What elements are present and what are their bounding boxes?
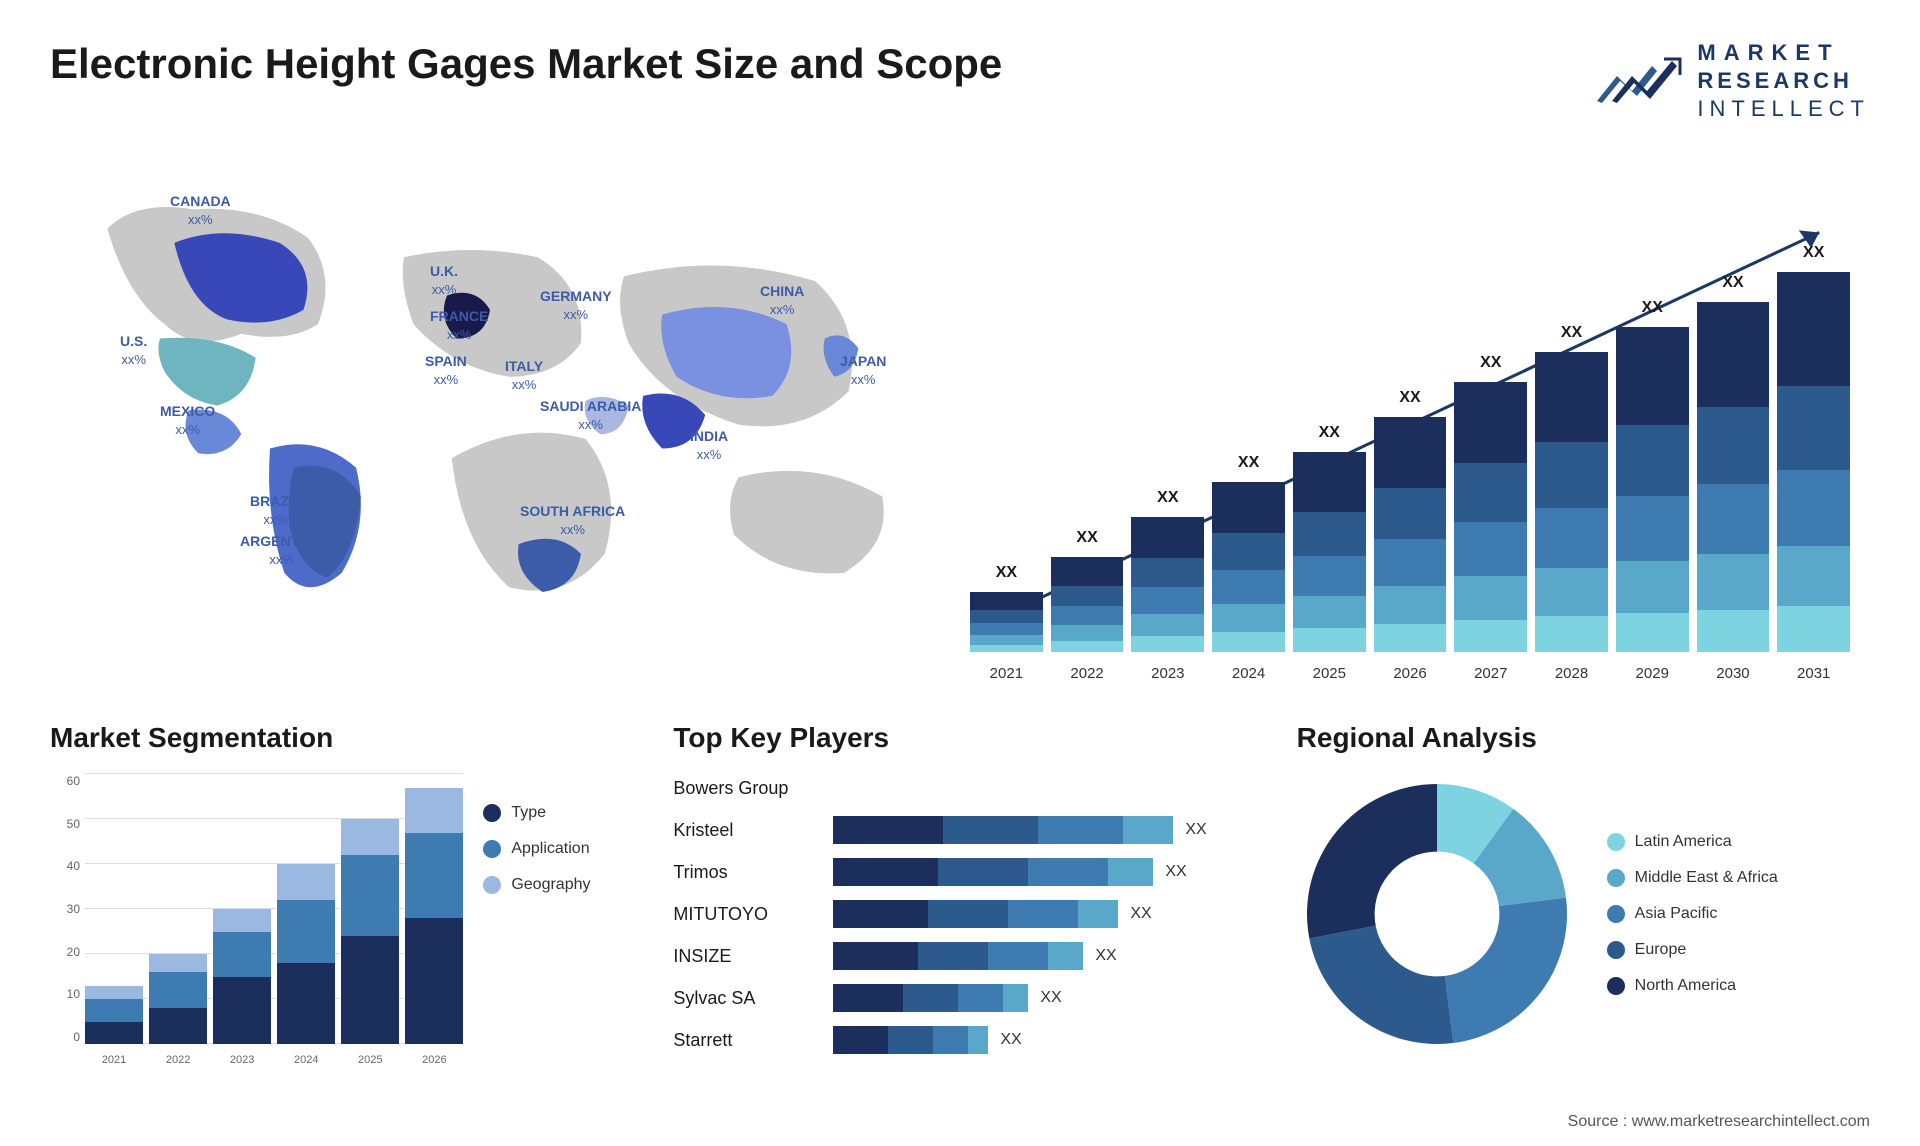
seg-legend-application: Application bbox=[483, 840, 623, 858]
seg-bar-2025: 2025 bbox=[341, 819, 399, 1044]
brand-logo: MARKET RESEARCH INTELLECT bbox=[1592, 40, 1870, 122]
map-label-argentina: ARGENTINAxx% bbox=[240, 532, 323, 569]
seg-legend-type: Type bbox=[483, 804, 623, 822]
regional-legend-item: Middle East & Africa bbox=[1607, 869, 1778, 887]
growth-bar-2030: XX2030 bbox=[1697, 302, 1770, 652]
player-name: Bowers Group bbox=[673, 774, 823, 802]
logo-text-3: INTELLECT bbox=[1697, 96, 1870, 122]
donut-slice bbox=[1309, 926, 1453, 1044]
player-bar-row: XX bbox=[833, 984, 1246, 1012]
segmentation-legend: Type Application Geography bbox=[483, 774, 623, 1074]
growth-bar-2025: XX2025 bbox=[1293, 452, 1366, 652]
player-bar-row: XX bbox=[833, 900, 1246, 928]
growth-bar-2024: XX2024 bbox=[1212, 482, 1285, 652]
map-label-spain: SPAINxx% bbox=[425, 352, 467, 389]
segmentation-title: Market Segmentation bbox=[50, 722, 623, 754]
player-name: MITUTOYO bbox=[673, 900, 823, 928]
regional-legend-item: Asia Pacific bbox=[1607, 905, 1778, 923]
segmentation-section: Market Segmentation 6050403020100 202120… bbox=[50, 722, 623, 1102]
player-name: Kristeel bbox=[673, 816, 823, 844]
regional-donut bbox=[1297, 774, 1577, 1054]
seg-bar-2026: 2026 bbox=[405, 788, 463, 1045]
growth-bar-2026: XX2026 bbox=[1374, 417, 1447, 652]
regional-legend: Latin America Middle East & Africa Asia Pa… bbox=[1607, 833, 1778, 995]
player-bar-row: XX bbox=[833, 816, 1246, 844]
map-label-southafrica: SOUTH AFRICAxx% bbox=[520, 502, 625, 539]
growth-bar-2027: XX2027 bbox=[1454, 382, 1527, 652]
player-bar-row: XX bbox=[833, 942, 1246, 970]
player-bar-row: XX bbox=[833, 1026, 1246, 1054]
seg-bar-2022: 2022 bbox=[149, 954, 207, 1044]
map-label-germany: GERMANYxx% bbox=[540, 287, 612, 324]
player-name: Trimos bbox=[673, 858, 823, 886]
growth-bar-2029: XX2029 bbox=[1616, 327, 1689, 652]
map-label-saudiarabia: SAUDI ARABIAxx% bbox=[540, 397, 641, 434]
player-name: Sylvac SA bbox=[673, 984, 823, 1012]
growth-bar-2021: XX2021 bbox=[970, 592, 1043, 652]
seg-bar-2024: 2024 bbox=[277, 864, 335, 1044]
seg-bar-2021: 2021 bbox=[85, 986, 143, 1045]
growth-bar-2028: XX2028 bbox=[1535, 352, 1608, 652]
map-label-japan: JAPANxx% bbox=[840, 352, 886, 389]
seg-legend-geography: Geography bbox=[483, 876, 623, 894]
map-label-italy: ITALYxx% bbox=[505, 357, 543, 394]
players-section: Top Key Players Bowers Group Kristeel Trim… bbox=[673, 722, 1246, 1102]
donut-slice bbox=[1307, 784, 1437, 938]
map-label-mexico: MEXICOxx% bbox=[160, 402, 215, 439]
player-names-list: Bowers Group Kristeel Trimos MITUTOYO INSIZE… bbox=[673, 774, 823, 1054]
regional-legend-item: Europe bbox=[1607, 941, 1778, 959]
map-label-brazil: BRAZILxx% bbox=[250, 492, 301, 529]
growth-chart: XX2021XX2022XX2023XX2024XX2025XX2026XX20… bbox=[970, 152, 1870, 692]
logo-text-1: MARKET bbox=[1697, 40, 1870, 66]
player-bar-row: XX bbox=[833, 858, 1246, 886]
logo-text-2: RESEARCH bbox=[1697, 68, 1870, 94]
map-label-france: FRANCExx% bbox=[430, 307, 488, 344]
player-name: Starrett bbox=[673, 1026, 823, 1054]
seg-bar-2023: 2023 bbox=[213, 909, 271, 1044]
logo-icon bbox=[1592, 51, 1682, 111]
map-label-india: INDIAxx% bbox=[690, 427, 728, 464]
growth-bar-2022: XX2022 bbox=[1051, 557, 1124, 652]
world-map: CANADAxx% U.S.xx% MEXICOxx% BRAZILxx%ARGENT… bbox=[50, 152, 930, 692]
player-bars-chart: XX XX XX XX XX XX bbox=[833, 774, 1246, 1054]
map-label-china: CHINAxx% bbox=[760, 282, 804, 319]
segmentation-chart: 6050403020100 202120222023202420252026 bbox=[50, 774, 463, 1074]
donut-slice bbox=[1444, 898, 1566, 1043]
regional-title: Regional Analysis bbox=[1297, 722, 1870, 754]
growth-bar-2031: XX2031 bbox=[1777, 272, 1850, 652]
map-label-canada: CANADAxx% bbox=[170, 192, 231, 229]
player-name: INSIZE bbox=[673, 942, 823, 970]
page-title: Electronic Height Gages Market Size and … bbox=[50, 40, 1002, 88]
regional-section: Regional Analysis Latin America Middle Ea… bbox=[1297, 722, 1870, 1102]
growth-bar-2023: XX2023 bbox=[1131, 517, 1204, 652]
regional-legend-item: North America bbox=[1607, 977, 1778, 995]
map-label-uk: U.K.xx% bbox=[430, 262, 458, 299]
map-label-us: U.S.xx% bbox=[120, 332, 147, 369]
footer-source: Source : www.marketresearchintellect.com bbox=[1568, 1113, 1870, 1131]
players-title: Top Key Players bbox=[673, 722, 1246, 754]
regional-legend-item: Latin America bbox=[1607, 833, 1778, 851]
